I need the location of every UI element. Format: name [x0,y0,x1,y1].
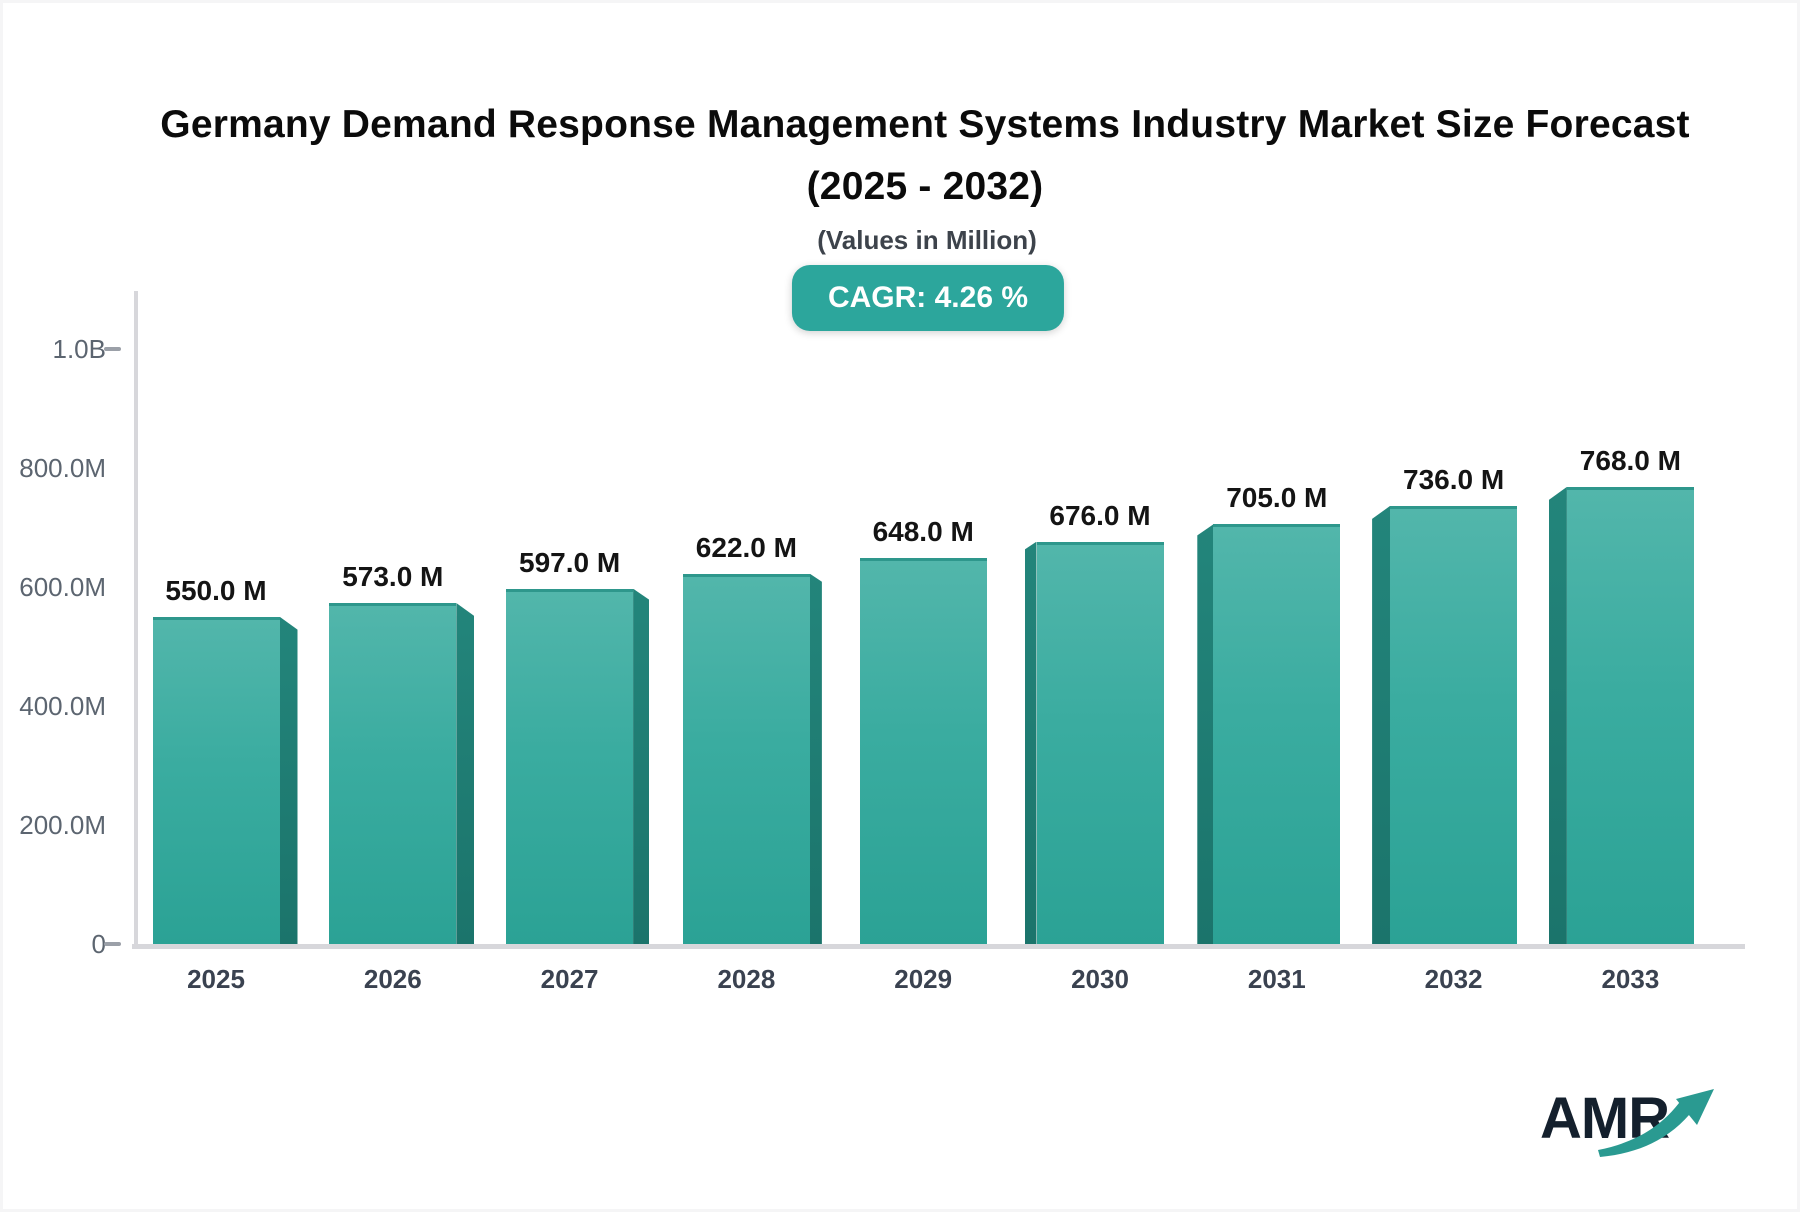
x-axis-label: 2025 [187,964,245,994]
x-axis-label: 2029 [894,964,953,994]
bar [152,616,280,944]
x-axis-label: 2030 [1071,964,1129,994]
bar [329,602,457,944]
bar-value-label: 736.0 M [1403,463,1505,495]
amr-logo: AMR [1540,1089,1714,1157]
bar-value-label: 622.0 M [695,531,797,563]
chart-title-range: (2025 - 2032) [806,165,1044,208]
y-axis-label: 1.0B [52,333,107,364]
y-axis-label: 800.0M [19,452,106,483]
bar-side [633,588,650,944]
x-axis-label: 2028 [717,964,776,994]
bar [1036,541,1164,944]
bar [1566,486,1694,944]
x-axis-label: 2027 [540,964,599,994]
bar [1213,524,1341,944]
cagr-badge: CAGR: 4.26 % [791,265,1065,331]
bar-side [1372,505,1391,944]
chart-title: Germany Demand Response Management Syste… [160,103,1690,146]
x-axis-label: 2026 [363,964,422,994]
x-axis-label: 2032 [1424,964,1483,994]
bar-value-label: 573.0 M [342,560,444,592]
y-axis [134,291,138,949]
y-axis-label: 400.0M [19,690,106,721]
x-axis [132,944,1745,949]
y-axis-tick [104,346,121,351]
x-axis-label: 2033 [1601,964,1660,994]
y-axis-tick [104,942,121,946]
y-axis-label: 600.0M [19,571,106,602]
bar-side [809,573,822,944]
bar-value-label: 597.0 M [519,546,621,578]
bar-value-label: 550.0 M [165,574,267,606]
bar [859,558,987,944]
bar [682,573,810,944]
bar-value-label: 648.0 M [872,516,974,548]
bar [1390,505,1518,944]
bar-value-label: 676.0 M [1049,499,1151,531]
y-axis-label: 200.0M [19,809,106,840]
bar-value-label: 768.0 M [1579,444,1681,476]
x-axis-label: 2031 [1247,964,1306,994]
chart-subtitle-units: (Values in Million) [817,225,1037,255]
bar-value-label: 705.0 M [1226,482,1328,514]
bar-side [456,602,475,944]
y-axis-label: 0 [91,929,106,959]
bar-side [1197,524,1214,944]
bar [506,588,634,944]
amr-logo-arrow-icon [1598,1089,1714,1157]
bar-side [279,616,298,944]
bar-side [1548,486,1567,944]
bar-side [1024,541,1037,944]
